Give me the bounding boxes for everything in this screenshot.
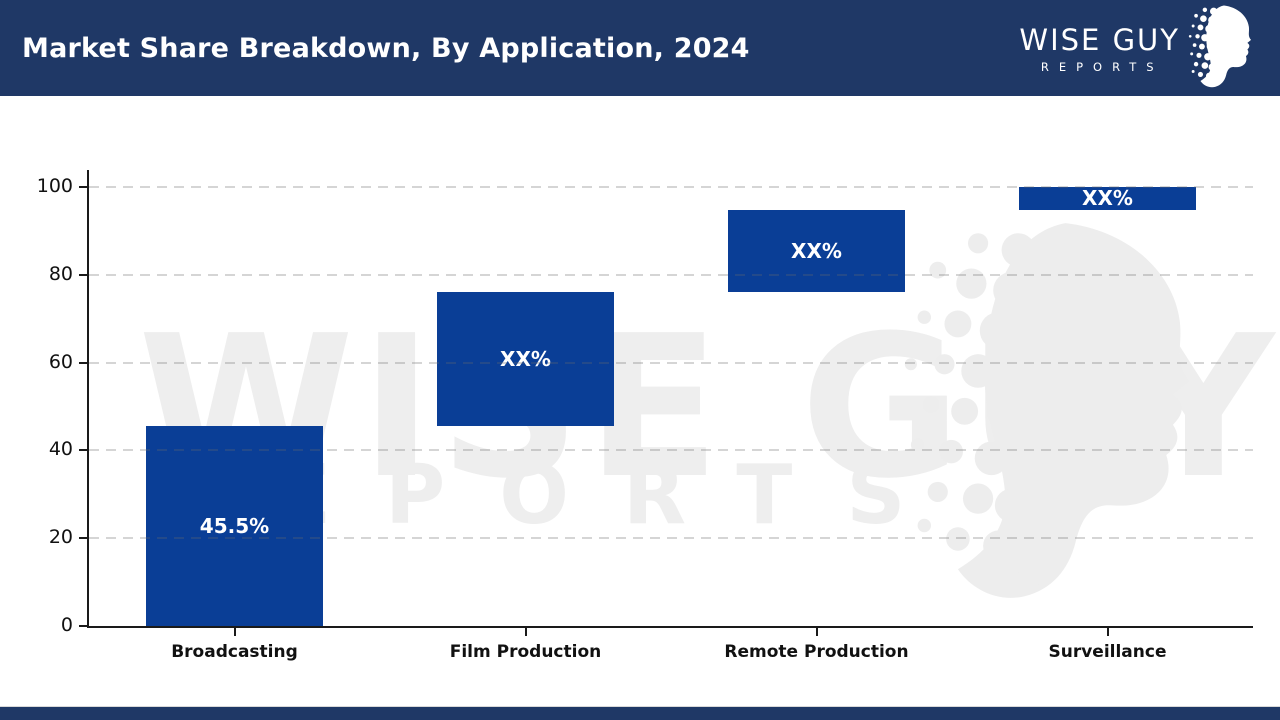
bar-value-label: 45.5% [199, 514, 270, 539]
watermark-head-icon [904, 223, 1190, 598]
bar-surveillance: XX% [1019, 186, 1196, 211]
gridline [89, 273, 1253, 276]
x-tick [524, 628, 527, 636]
x-category-label: Surveillance [1048, 642, 1167, 662]
chart-title: Market Share Breakdown, By Application, … [22, 32, 750, 64]
chart-canvas: WISE GUY REPORTS 0 20 40 60 80 100 45.5% Broadc… [0, 96, 1280, 706]
y-tick [79, 273, 87, 276]
x-category-label: Remote Production [724, 642, 909, 662]
y-tick-label: 100 [36, 175, 73, 197]
x-tick [1106, 628, 1109, 636]
x-category-label: Broadcasting [171, 642, 298, 662]
y-tick-label: 0 [60, 614, 73, 636]
brand-subtitle: REPORTS [1040, 59, 1164, 74]
y-tick [79, 537, 87, 540]
footer-bar [0, 707, 1280, 720]
brand-text: WISE GUY REPORTS [1019, 23, 1180, 74]
x-axis-spine [87, 626, 1253, 628]
brand-name: WISE GUY [1019, 22, 1180, 57]
y-tick [79, 449, 87, 452]
plot-area: 0 20 40 60 80 100 45.5% Broadcasting XX% Film Pro… [37, 170, 1253, 662]
footer-divider [0, 706, 1280, 707]
y-tick [79, 625, 87, 627]
wiseguy-head-icon [1188, 5, 1252, 88]
gridline [89, 449, 1253, 452]
y-tick [79, 186, 87, 189]
gridline [89, 361, 1253, 364]
bar-film-production: XX% [437, 292, 614, 427]
y-tick-label: 20 [48, 526, 73, 549]
gridline [89, 186, 1253, 189]
y-tick-label: 80 [48, 262, 73, 285]
y-tick [79, 361, 87, 364]
gridline [89, 537, 1253, 540]
y-tick-label: 60 [48, 350, 73, 373]
y-axis-spine [87, 170, 89, 628]
bar-value-label: XX% [791, 239, 842, 264]
x-tick [815, 628, 818, 636]
brand-logo: WISE GUY REPORTS [1019, 4, 1258, 92]
y-tick-label: 40 [48, 438, 73, 461]
x-category-label: Film Production [449, 642, 602, 662]
x-tick [233, 628, 236, 636]
bar-value-label: XX% [500, 347, 551, 372]
bar-value-label: XX% [1082, 186, 1133, 211]
header-bar: Market Share Breakdown, By Application, … [0, 0, 1280, 96]
bar-remote-production: XX% [728, 209, 905, 293]
bar-broadcasting: 45.5% [146, 426, 323, 626]
